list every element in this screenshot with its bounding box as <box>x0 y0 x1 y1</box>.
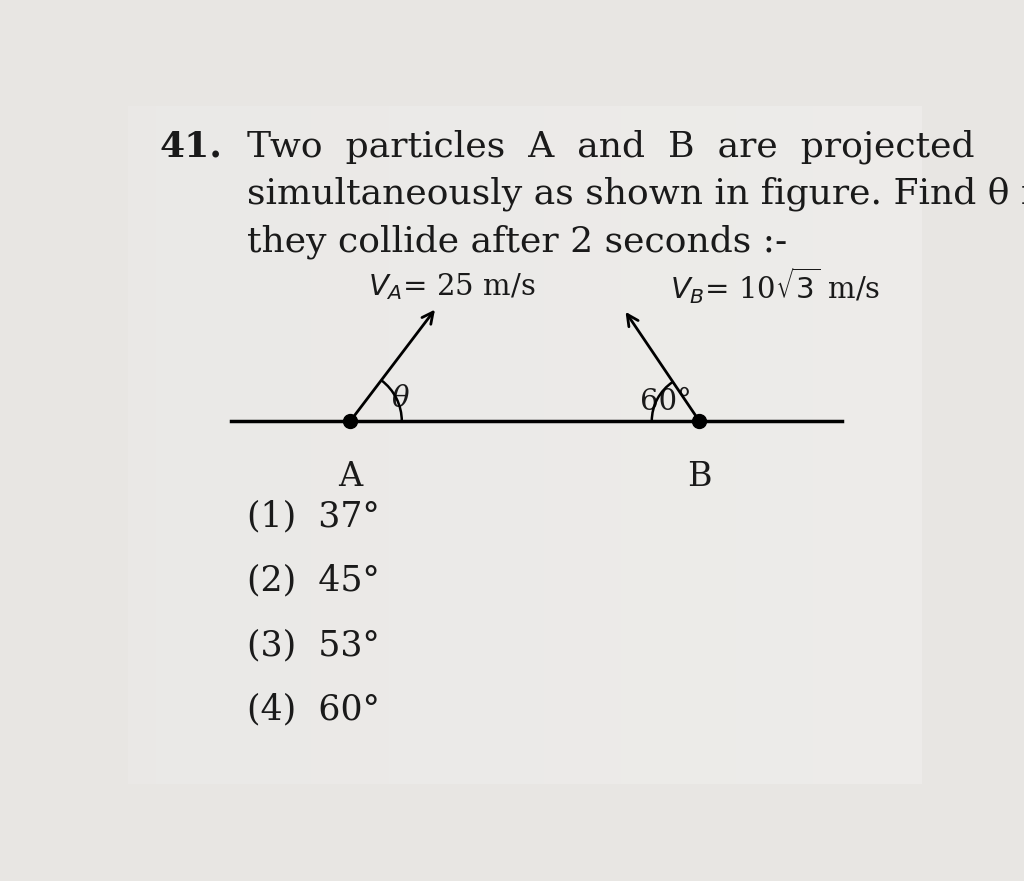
Text: (4)  60°: (4) 60° <box>247 692 380 727</box>
Text: $V_A$= 25 m/s: $V_A$= 25 m/s <box>369 271 536 302</box>
Text: $V_B$= 10$\sqrt{3}$ m/s: $V_B$= 10$\sqrt{3}$ m/s <box>670 265 880 306</box>
Text: Two  particles  A  and  B  are  projected: Two particles A and B are projected <box>247 130 975 164</box>
Text: 60°: 60° <box>640 388 691 416</box>
Text: simultaneously as shown in figure. Find θ if: simultaneously as shown in figure. Find … <box>247 177 1024 211</box>
Text: 41.: 41. <box>160 130 222 164</box>
Text: θ: θ <box>391 385 409 413</box>
Text: they collide after 2 seconds :-: they collide after 2 seconds :- <box>247 225 787 259</box>
Text: B: B <box>687 461 712 492</box>
Text: (2)  45°: (2) 45° <box>247 564 380 597</box>
Text: (1)  37°: (1) 37° <box>247 500 380 533</box>
Text: (3)  53°: (3) 53° <box>247 628 380 662</box>
Text: A: A <box>338 461 362 492</box>
